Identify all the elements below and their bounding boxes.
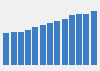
- Bar: [18, 32, 24, 65]
- Bar: [47, 23, 53, 65]
- Bar: [91, 11, 97, 65]
- Bar: [76, 14, 82, 65]
- Bar: [54, 21, 60, 65]
- Bar: [62, 19, 68, 65]
- Bar: [11, 32, 17, 65]
- Bar: [83, 14, 89, 65]
- Bar: [40, 25, 46, 65]
- Bar: [32, 27, 38, 65]
- Bar: [69, 15, 75, 65]
- Bar: [25, 30, 31, 65]
- Bar: [3, 33, 9, 65]
